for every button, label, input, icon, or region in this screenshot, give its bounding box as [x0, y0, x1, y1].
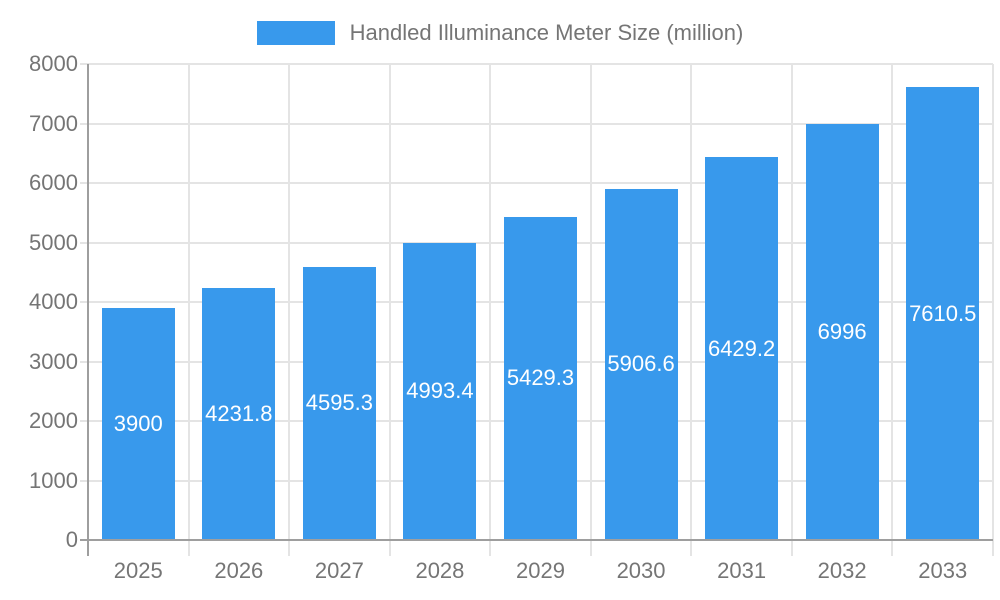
x-axis-label: 2026: [214, 558, 264, 583]
y-gridline: [80, 63, 993, 65]
x-gridline: [489, 64, 492, 556]
bar[interactable]: 7610.5: [906, 87, 980, 540]
x-axis-label: 2028: [415, 558, 465, 583]
bar[interactable]: 4595.3: [302, 266, 376, 540]
bar-value-label: 4231.8: [205, 401, 273, 427]
bar[interactable]: 6429.2: [705, 157, 779, 540]
x-gridline: [589, 64, 592, 556]
bar[interactable]: 4231.8: [202, 288, 276, 540]
y-axis-label: 2000: [29, 408, 78, 433]
legend-swatch: [256, 21, 335, 45]
y-axis-label: 0: [65, 527, 78, 552]
y-gridline: [80, 182, 993, 184]
x-gridline: [790, 64, 793, 556]
x-axis-label: 2025: [113, 558, 163, 583]
y-gridline: [80, 122, 993, 125]
bar-value-label: 6996: [817, 318, 867, 344]
x-axis-line: [80, 539, 993, 541]
bar[interactable]: 6996: [805, 123, 879, 540]
x-gridline: [288, 64, 291, 556]
bar-value-label: 6429.2: [707, 335, 776, 361]
bar-value-label: 5906.6: [607, 351, 675, 377]
x-axis-label: 2033: [918, 558, 968, 583]
legend[interactable]: Handled Illuminance Meter Size (million): [0, 20, 1000, 46]
y-axis-label: 1000: [29, 467, 78, 493]
x-axis-label: 2032: [817, 558, 867, 583]
x-gridline: [388, 64, 391, 556]
bar[interactable]: 5906.6: [604, 188, 678, 540]
x-gridline: [690, 64, 693, 556]
y-axis-label: 8000: [29, 51, 78, 76]
x-gridline: [891, 64, 894, 556]
bar[interactable]: 5429.3: [504, 216, 577, 540]
x-gridline: [992, 64, 994, 556]
bar-value-label: 5429.3: [506, 365, 575, 391]
x-axis-label: 2030: [616, 558, 666, 583]
y-axis-label: 3000: [29, 348, 78, 374]
x-axis-label: 2027: [314, 558, 364, 583]
y-axis-line: [87, 64, 89, 556]
bar-value-label: 3900: [113, 410, 163, 436]
y-axis-label: 7000: [29, 110, 78, 136]
y-axis-label: 5000: [29, 229, 78, 255]
x-gridline: [187, 64, 190, 556]
bar[interactable]: 4993.4: [403, 242, 477, 540]
bar-value-label: 7610.5: [909, 300, 977, 326]
bar-value-label: 4993.4: [406, 378, 474, 404]
bar-value-label: 4595.3: [305, 390, 374, 416]
y-axis-label: 4000: [29, 289, 78, 314]
x-axis-label: 2029: [516, 558, 565, 583]
bar[interactable]: 3900: [101, 307, 175, 540]
x-axis-label: 2031: [717, 558, 767, 583]
y-axis-label: 6000: [29, 170, 78, 195]
legend-label: Handled Illuminance Meter Size (million): [349, 20, 744, 45]
